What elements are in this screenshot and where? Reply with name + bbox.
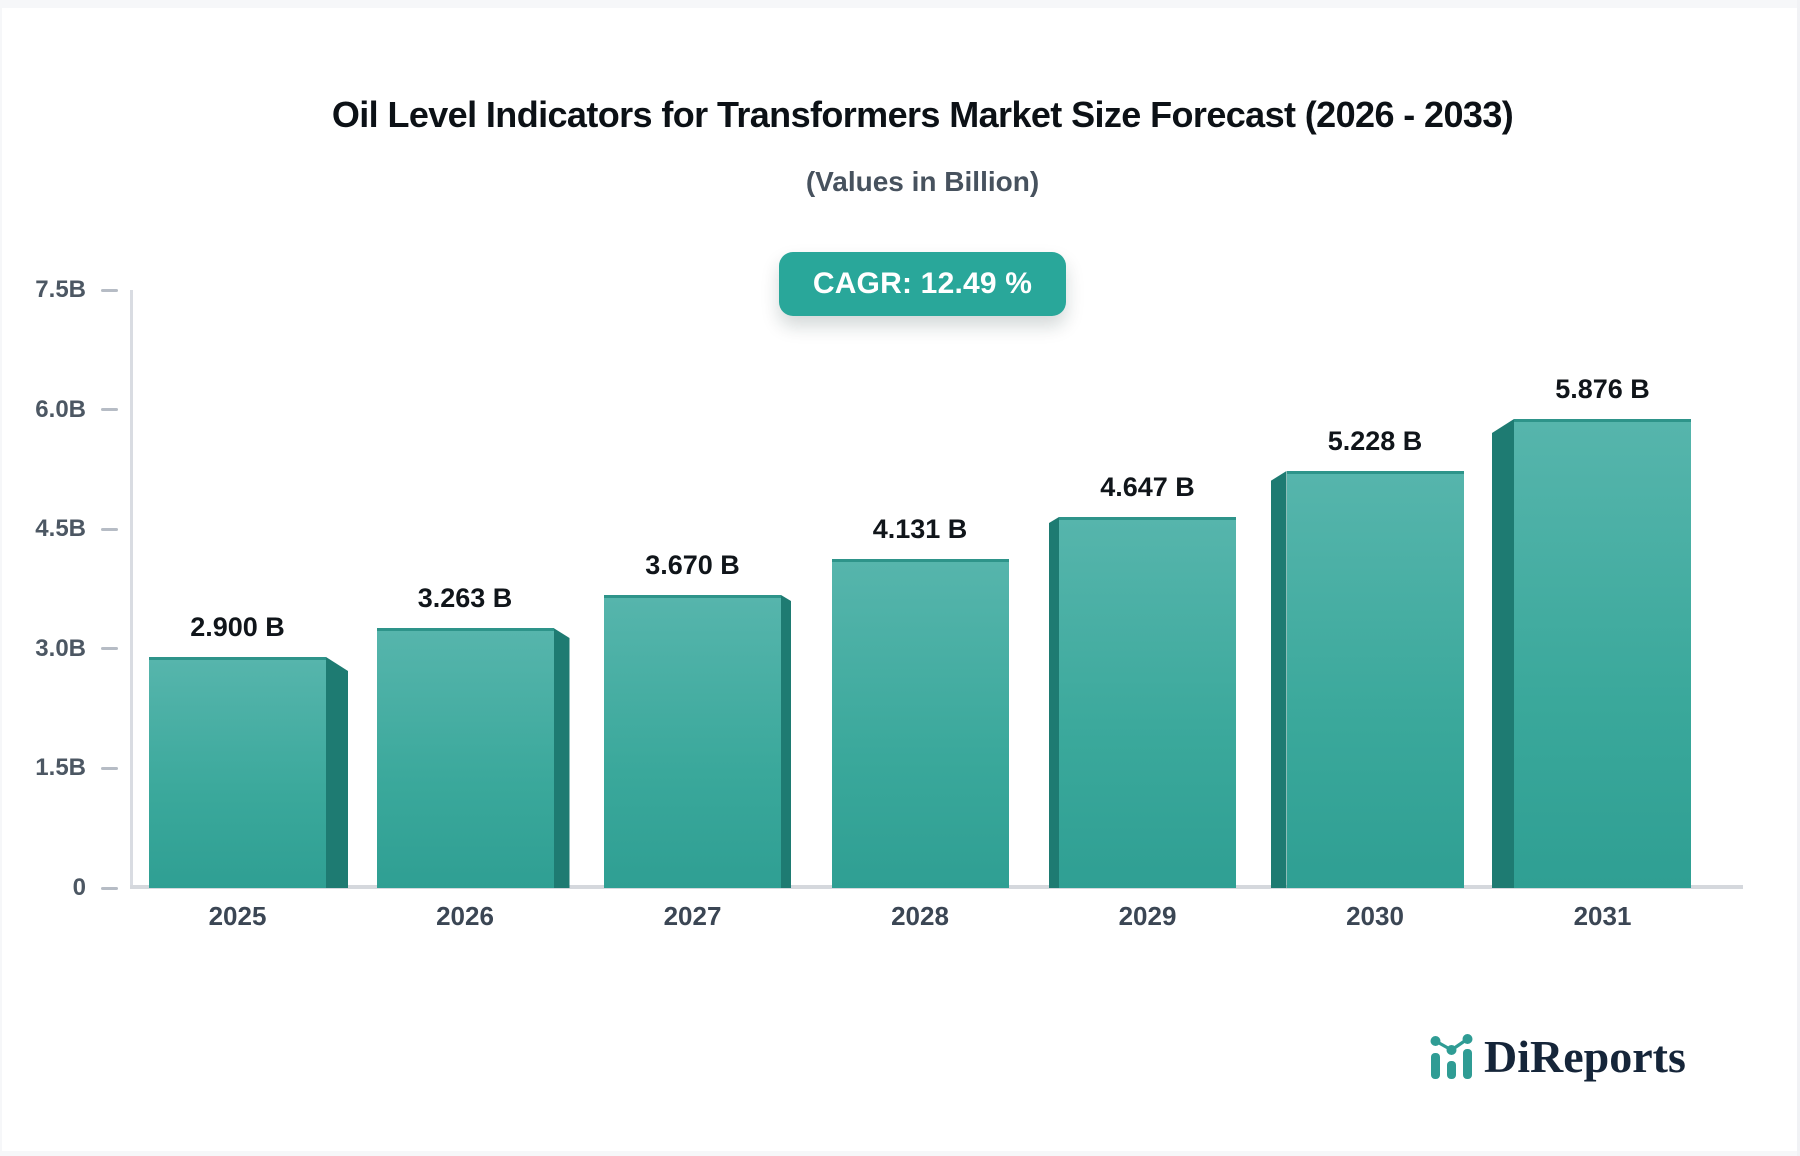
x-axis-label-2025: 2025 (208, 901, 267, 931)
bar-value-label-2031: 5.876 B (1555, 374, 1650, 404)
y-tick-label-7.5B: 7.5B (35, 276, 86, 303)
direports-logo: DiReports (1425, 1024, 1686, 1088)
bar-2028 (831, 559, 1009, 888)
bar-2031 (1514, 419, 1691, 888)
y-tick-label-0: 0 (72, 874, 86, 901)
bar-2029 (1059, 517, 1236, 888)
y-tick-0 (101, 886, 118, 890)
bar-2025 (149, 657, 326, 888)
y-axis-line (130, 290, 133, 888)
y-tick-7.5B (101, 288, 118, 292)
chart-subtitle: (Values in Billion) (805, 166, 1040, 197)
x-axis-label-2028: 2028 (891, 901, 949, 931)
bar-value-label-2027: 3.670 B (645, 550, 740, 580)
bar-chart-logo-icon (1430, 1034, 1473, 1079)
x-axis-label-2029: 2029 (1118, 901, 1177, 931)
bar-side-2031 (1492, 419, 1514, 888)
bar-side-2029 (1049, 517, 1059, 888)
logo-text: DiReports (1484, 1030, 1686, 1082)
y-tick-1.5B (101, 766, 118, 770)
bar-side-2025 (326, 657, 348, 888)
chart-title: Oil Level Indicators for Transformers Ma… (331, 94, 1514, 135)
bar-side-2027 (781, 595, 791, 888)
page-edge-bottom (0, 1151, 1800, 1156)
bar-value-label-2030: 5.228 B (1327, 426, 1423, 456)
bar-2030 (1286, 471, 1464, 888)
x-axis-label-2026: 2026 (436, 901, 494, 931)
plot-area: 0 1.5B 3.0B 4.5B 6.0B 7.5B 2.900 B 3.263 B 3.670… (0, 276, 1800, 901)
y-tick-label-6.0B: 6.0B (35, 395, 86, 423)
y-tick-label-4.5B: 4.5B (35, 515, 86, 543)
x-axis-label-2031: 2031 (1573, 901, 1632, 931)
x-axis-label-2030: 2030 (1346, 901, 1404, 931)
bar-2026 (376, 628, 554, 888)
bar-value-label-2029: 4.647 B (1100, 472, 1195, 502)
y-tick-6.0B (101, 408, 118, 412)
x-axis: 2025 2026 2027 2028 2029 2030 2031 (0, 898, 1800, 938)
page-edge-right (1797, 0, 1800, 1156)
y-tick-label-3.0B: 3.0B (35, 634, 86, 662)
bar-side-2026 (553, 628, 570, 888)
page-edge-top (0, 0, 1800, 8)
page-edge-left (0, 0, 2, 1156)
bar-value-label-2026: 3.263 B (417, 583, 513, 613)
y-tick-3.0B (101, 647, 118, 651)
bar-2027 (604, 595, 781, 888)
cagr-badge-row: CAGR: 12.49 % (45, 252, 1800, 316)
y-tick-4.5B (101, 527, 118, 531)
y-tick-label-1.5B: 1.5B (35, 754, 86, 782)
bar-value-label-2025: 2.900 B (190, 612, 285, 642)
cagr-badge: CAGR: 12.49 % (778, 252, 1067, 316)
x-axis-label-2027: 2027 (663, 901, 722, 931)
bar-value-label-2028: 4.131 B (872, 514, 968, 544)
bar-side-2030 (1270, 471, 1287, 888)
